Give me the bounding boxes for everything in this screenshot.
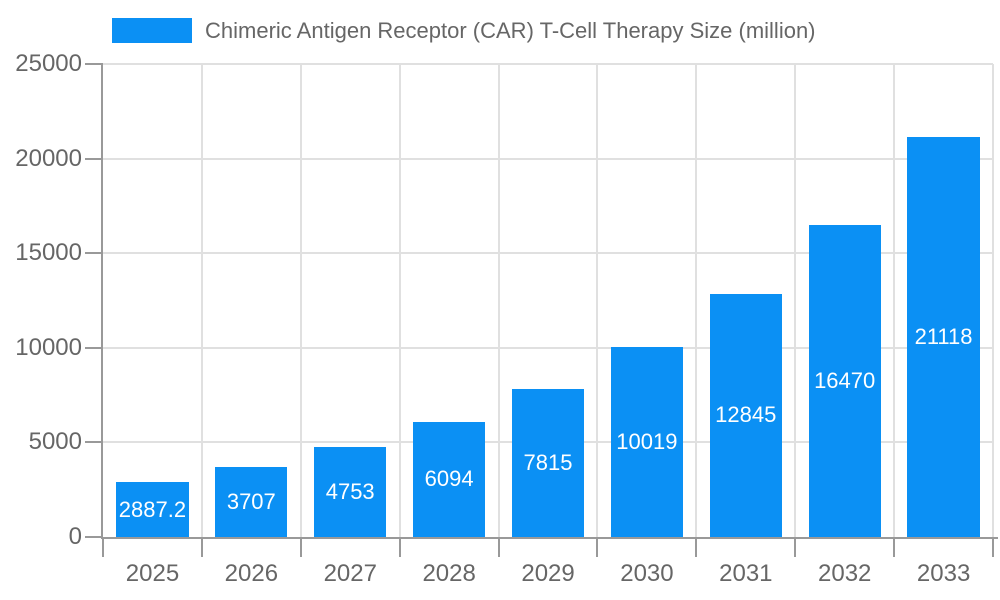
x-gridline — [398, 64, 401, 537]
x-axis-category-label: 2031 — [719, 560, 773, 587]
bar-value-label: 10019 — [616, 429, 678, 455]
y-axis-tick-label: 25000 — [15, 50, 82, 77]
x-axis-tick — [497, 537, 500, 557]
bar-value-label: 16470 — [814, 368, 876, 394]
bar-value-label: 3707 — [226, 488, 276, 514]
x-axis-category-label: 2033 — [916, 560, 971, 587]
bar-value-label: 7815 — [523, 450, 573, 476]
bar-2028[interactable]: 6094 — [413, 421, 486, 537]
legend-swatch-icon — [112, 18, 192, 43]
x-axis-category-label: 2028 — [422, 560, 476, 587]
y-gridline — [103, 63, 993, 65]
y-axis-tick-label: 10000 — [15, 333, 82, 361]
bar-2026[interactable]: 3707 — [215, 466, 288, 537]
y-axis-tick-label: 15000 — [15, 239, 82, 267]
x-gridline — [794, 64, 797, 537]
x-axis-tick — [794, 537, 797, 557]
bar-2030[interactable]: 10019 — [610, 347, 683, 537]
y-gridline — [103, 157, 993, 160]
x-axis-tick — [596, 537, 599, 557]
x-axis-category-label: 2025 — [125, 560, 180, 587]
bar-2025[interactable]: 2887.2 — [116, 482, 189, 537]
y-axis-tick — [85, 441, 103, 444]
bar-value-label: 21118 — [914, 324, 973, 350]
x-axis-tick — [992, 537, 994, 557]
x-axis-tick — [200, 537, 203, 557]
x-axis-tick — [102, 537, 104, 557]
bar-2029[interactable]: 7815 — [511, 389, 585, 537]
x-gridline — [596, 64, 599, 537]
y-gridline — [103, 252, 993, 255]
x-gridline — [992, 64, 994, 537]
legend-label: Chimeric Antigen Receptor (CAR) T-Cell T… — [205, 18, 816, 43]
legend-item[interactable]: Chimeric Antigen Receptor (CAR) T-Cell T… — [112, 18, 816, 43]
y-axis-tick — [85, 157, 103, 160]
x-axis-tick — [398, 537, 401, 557]
x-gridline — [497, 64, 500, 537]
bar-2027[interactable]: 4753 — [314, 447, 387, 537]
x-gridline — [893, 64, 896, 537]
x-axis-tick — [893, 537, 896, 557]
x-axis-category-label: 2030 — [620, 560, 674, 587]
x-axis-category-label: 2027 — [323, 560, 377, 587]
x-gridline — [695, 64, 698, 537]
bar-value-label: 6094 — [424, 466, 474, 492]
bar-2031[interactable]: 12845 — [709, 293, 782, 537]
x-gridline — [299, 64, 302, 537]
bar-2032[interactable]: 16470 — [808, 225, 881, 537]
x-axis-line — [101, 537, 998, 539]
y-axis-tick — [85, 346, 103, 349]
y-axis-line — [101, 64, 103, 539]
x-axis-category-label: 2029 — [521, 560, 575, 587]
x-axis-category-label: 2026 — [224, 560, 279, 587]
x-axis-tick — [695, 537, 698, 557]
bar-2033[interactable]: 21118 — [907, 137, 980, 537]
x-gridline — [200, 64, 203, 537]
y-axis-tick — [85, 252, 103, 255]
x-axis-category-label: 2032 — [818, 560, 872, 587]
y-axis-tick — [85, 536, 103, 538]
bar-value-label: 4753 — [325, 479, 375, 505]
y-gridline — [103, 346, 993, 349]
y-axis-tick-label: 0 — [68, 523, 82, 550]
y-axis-tick-label: 20000 — [15, 144, 82, 172]
y-axis-tick-label: 5000 — [28, 428, 82, 456]
bar-value-label: 12845 — [715, 402, 777, 428]
x-axis-tick — [299, 537, 302, 557]
y-axis-tick — [85, 63, 103, 65]
bar-value-label: 2887.2 — [118, 496, 187, 522]
